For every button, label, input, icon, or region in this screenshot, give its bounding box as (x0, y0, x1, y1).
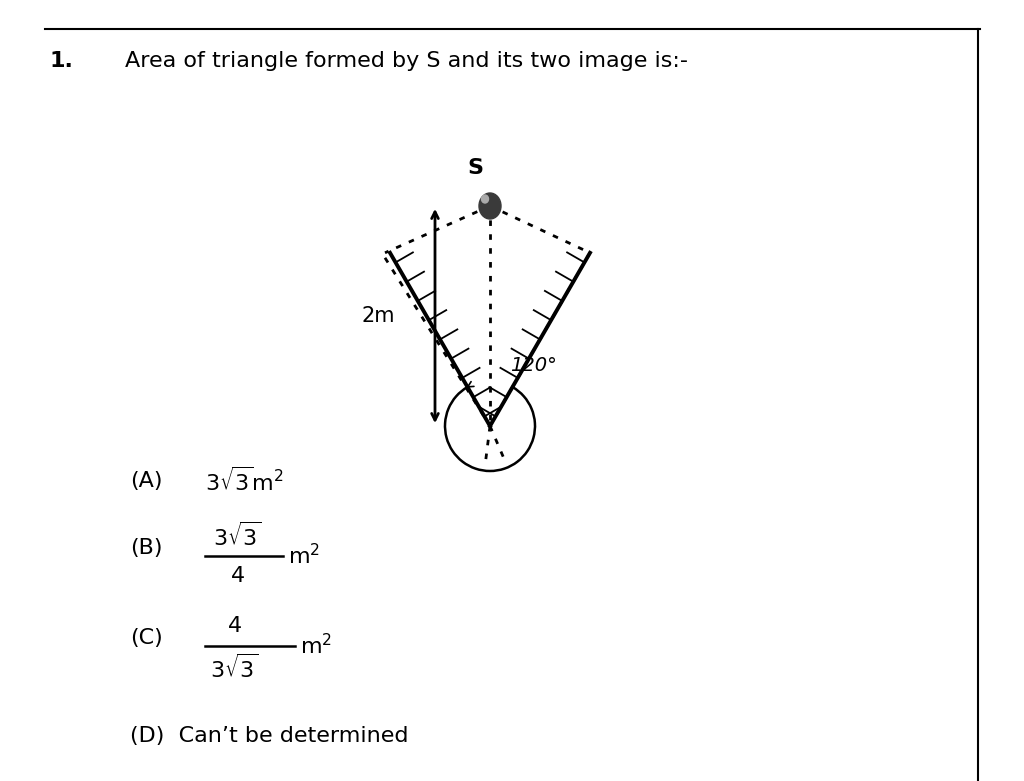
Text: $3\sqrt{3}$: $3\sqrt{3}$ (210, 654, 259, 683)
Text: 1.: 1. (50, 51, 74, 71)
Text: $3\sqrt{3}$: $3\sqrt{3}$ (213, 522, 262, 551)
Text: (D)  Can’t be determined: (D) Can’t be determined (130, 726, 409, 746)
Text: S: S (467, 158, 483, 178)
Text: (C): (C) (130, 628, 163, 648)
Ellipse shape (481, 195, 488, 203)
Text: 2m: 2m (361, 306, 395, 326)
Text: (B): (B) (130, 538, 163, 558)
Text: (A): (A) (130, 471, 163, 491)
Text: m$^2$: m$^2$ (300, 633, 332, 658)
Text: $3\sqrt{3}$m$^2$: $3\sqrt{3}$m$^2$ (205, 467, 284, 495)
Text: m$^2$: m$^2$ (288, 544, 321, 569)
Text: $4$: $4$ (227, 616, 242, 636)
Text: 120°: 120° (510, 356, 557, 376)
Text: $4$: $4$ (230, 566, 245, 586)
Text: Area of triangle formed by S and its two image is:-: Area of triangle formed by S and its two… (125, 51, 688, 71)
Ellipse shape (479, 193, 501, 219)
